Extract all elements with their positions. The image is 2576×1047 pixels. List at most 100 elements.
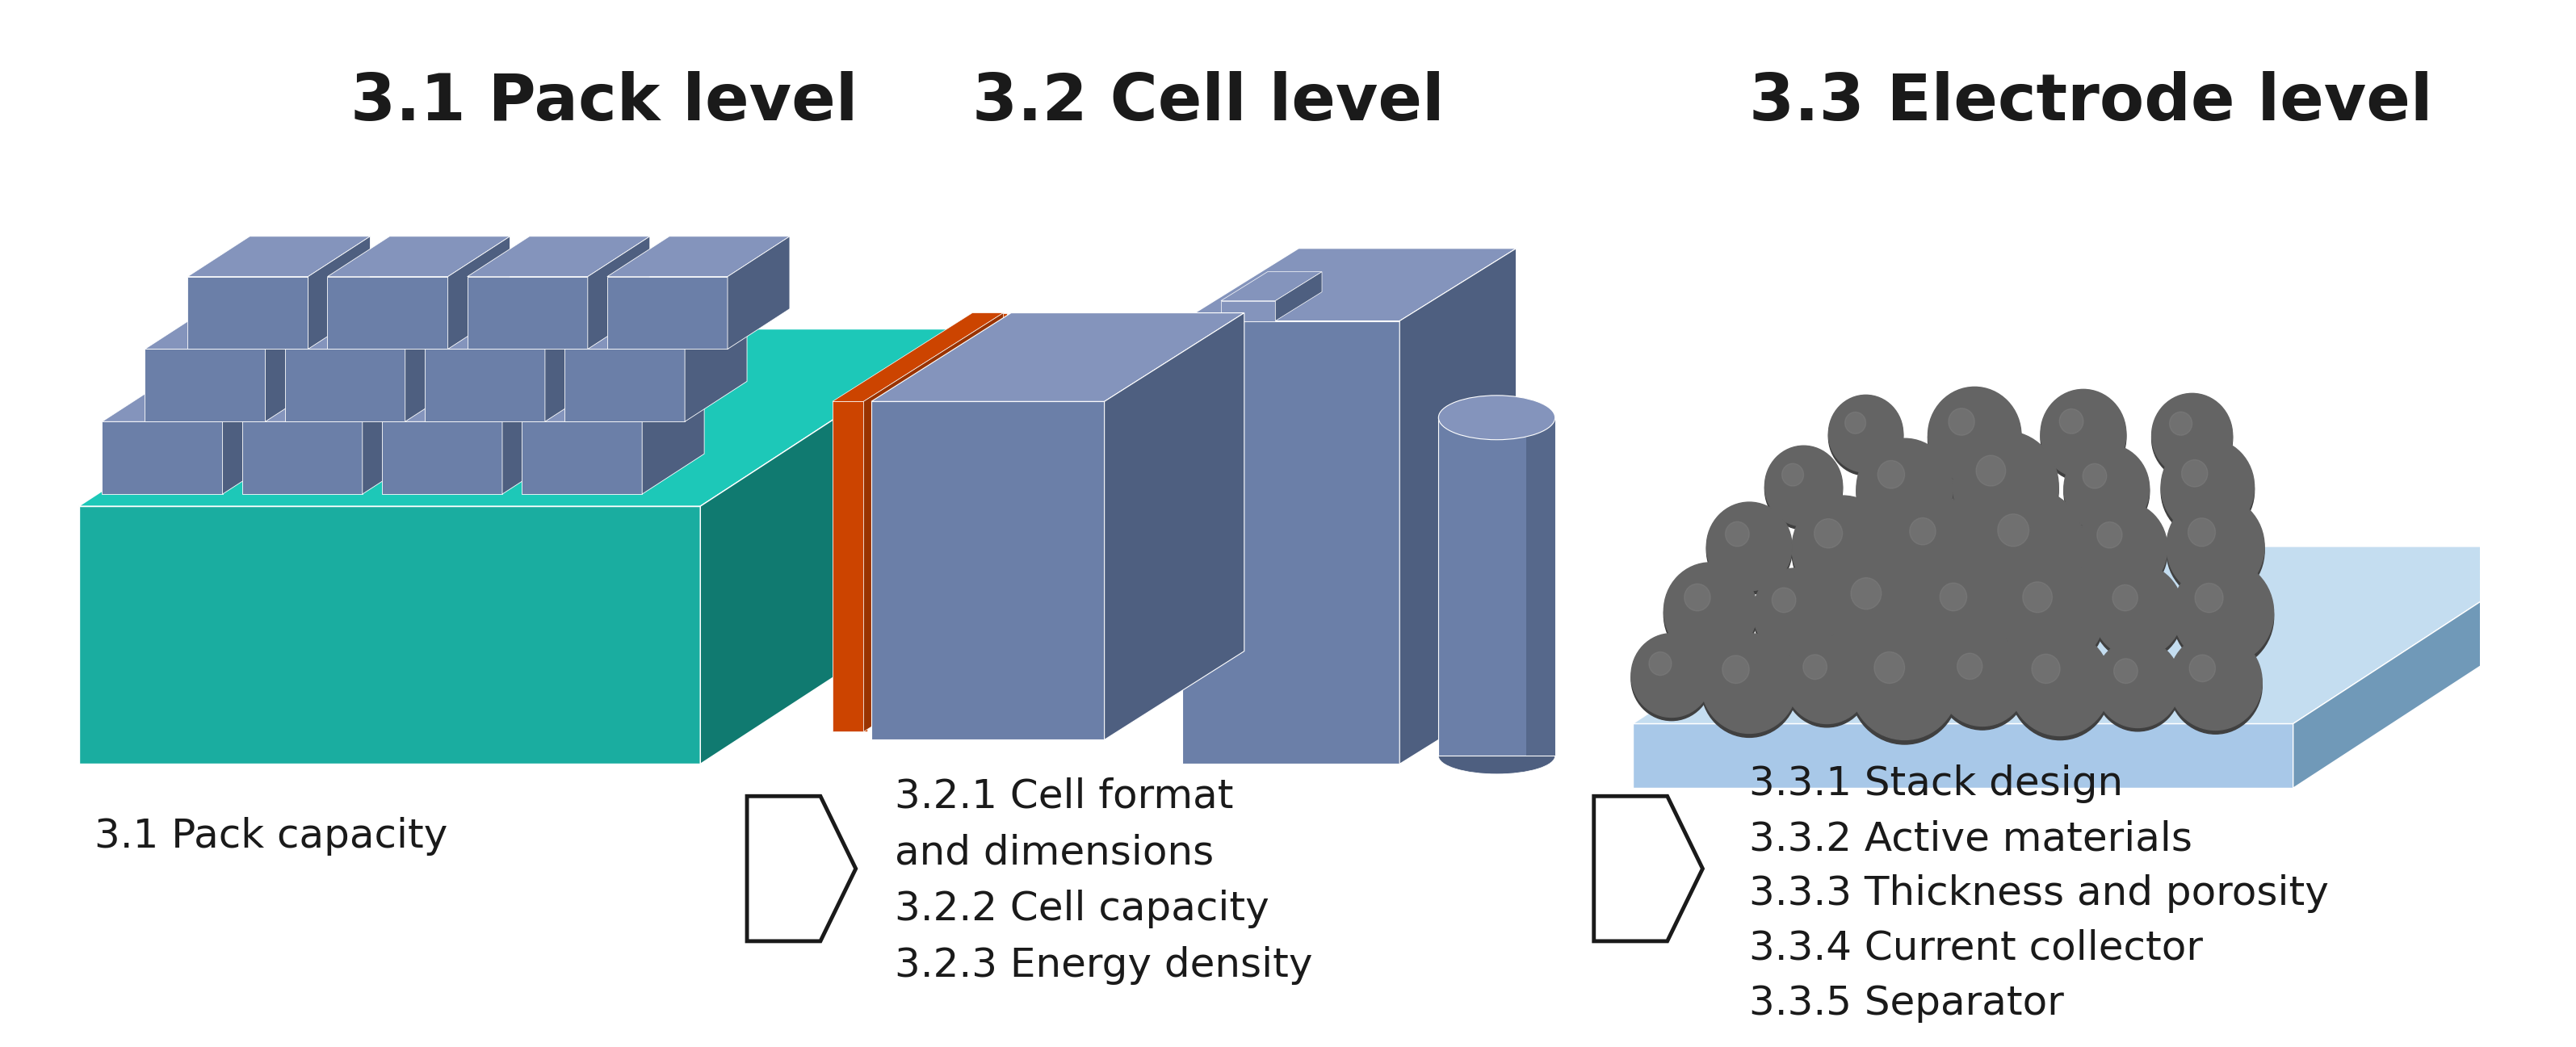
Polygon shape — [971, 313, 1007, 643]
Text: 3.3.4 Current collector: 3.3.4 Current collector — [1749, 929, 2202, 967]
Circle shape — [1829, 398, 1904, 475]
Polygon shape — [871, 313, 1244, 401]
Circle shape — [1726, 521, 1749, 547]
Circle shape — [1857, 443, 1953, 542]
Polygon shape — [832, 401, 868, 732]
Circle shape — [1700, 638, 1798, 737]
Circle shape — [1958, 653, 1984, 680]
Polygon shape — [80, 506, 701, 764]
Text: 3.2.2 Cell capacity: 3.2.2 Cell capacity — [894, 890, 1270, 929]
Circle shape — [1850, 627, 1958, 740]
Polygon shape — [144, 349, 265, 422]
Circle shape — [2063, 448, 2148, 536]
Polygon shape — [523, 381, 703, 422]
Circle shape — [1937, 637, 2027, 730]
Text: 3.3.3 Thickness and porosity: 3.3.3 Thickness and porosity — [1749, 874, 2329, 913]
Polygon shape — [309, 237, 371, 349]
Polygon shape — [103, 381, 286, 422]
Polygon shape — [242, 422, 363, 494]
Circle shape — [1996, 514, 2030, 547]
Circle shape — [2151, 394, 2233, 477]
Circle shape — [1664, 562, 1757, 660]
Polygon shape — [466, 237, 649, 276]
Circle shape — [1888, 496, 1984, 594]
Circle shape — [1973, 489, 2084, 604]
Circle shape — [1785, 639, 1870, 728]
Circle shape — [1878, 461, 1904, 489]
Circle shape — [1875, 652, 1904, 684]
Circle shape — [1826, 553, 1935, 666]
Circle shape — [1850, 631, 1958, 744]
Text: 3.1 Pack capacity: 3.1 Pack capacity — [95, 817, 448, 855]
Polygon shape — [1633, 547, 2566, 723]
Circle shape — [2161, 439, 2254, 535]
Circle shape — [1927, 387, 2022, 484]
Circle shape — [1844, 413, 1865, 433]
Circle shape — [1783, 464, 1803, 486]
Circle shape — [2076, 505, 2166, 599]
Circle shape — [1664, 566, 1757, 663]
Polygon shape — [222, 381, 286, 494]
Circle shape — [1631, 633, 1713, 717]
Circle shape — [1765, 449, 1842, 530]
Polygon shape — [608, 237, 791, 276]
Polygon shape — [381, 422, 502, 494]
Polygon shape — [747, 796, 855, 941]
Text: 3.3.5 Separator: 3.3.5 Separator — [1749, 984, 2063, 1023]
Polygon shape — [466, 276, 587, 349]
Circle shape — [2058, 409, 2084, 433]
Circle shape — [2097, 521, 2123, 548]
Circle shape — [1937, 632, 2027, 726]
Circle shape — [1852, 578, 1880, 609]
Polygon shape — [1595, 796, 1703, 941]
Polygon shape — [103, 422, 222, 494]
Circle shape — [1999, 562, 2105, 672]
Circle shape — [2182, 460, 2208, 487]
Polygon shape — [871, 401, 1105, 740]
Circle shape — [1785, 636, 1870, 723]
Polygon shape — [546, 309, 608, 422]
Text: 3.2.1 Cell format: 3.2.1 Cell format — [894, 777, 1234, 816]
Circle shape — [2094, 639, 2179, 728]
Ellipse shape — [1437, 396, 1556, 440]
Polygon shape — [286, 309, 466, 349]
Circle shape — [1685, 584, 1710, 610]
Polygon shape — [425, 309, 608, 349]
Circle shape — [1793, 499, 1893, 604]
Circle shape — [1826, 557, 1935, 670]
Circle shape — [2187, 518, 2215, 547]
Polygon shape — [1105, 313, 1244, 740]
Circle shape — [2040, 389, 2125, 478]
Text: 3.3.1 Stack design: 3.3.1 Stack design — [1749, 764, 2123, 803]
Polygon shape — [363, 381, 425, 494]
Ellipse shape — [1437, 738, 1556, 774]
Circle shape — [2009, 631, 2110, 736]
Polygon shape — [863, 313, 1005, 732]
Circle shape — [1631, 637, 1713, 720]
Circle shape — [2161, 443, 2254, 539]
Circle shape — [1947, 408, 1976, 436]
Polygon shape — [871, 313, 1244, 401]
Circle shape — [2169, 633, 2262, 730]
Polygon shape — [1525, 418, 1556, 756]
Polygon shape — [448, 237, 510, 349]
Circle shape — [2022, 582, 2053, 612]
Polygon shape — [2293, 547, 2566, 788]
Circle shape — [1700, 633, 1798, 733]
Polygon shape — [327, 276, 448, 349]
Circle shape — [1765, 446, 1842, 527]
Polygon shape — [1633, 723, 2293, 788]
Polygon shape — [1221, 300, 1275, 321]
Text: 3.2 Cell level: 3.2 Cell level — [971, 71, 1445, 134]
Circle shape — [1953, 436, 2058, 545]
Polygon shape — [523, 422, 641, 494]
Polygon shape — [188, 237, 371, 276]
Circle shape — [2172, 564, 2275, 669]
Text: 3.2.3 Energy density: 3.2.3 Energy density — [894, 945, 1314, 984]
Circle shape — [2112, 584, 2138, 610]
Circle shape — [1999, 558, 2105, 667]
Text: 3.3.2 Active materials: 3.3.2 Active materials — [1749, 820, 2192, 859]
Circle shape — [1888, 500, 1984, 597]
Circle shape — [2195, 583, 2223, 612]
Circle shape — [1814, 518, 1842, 548]
